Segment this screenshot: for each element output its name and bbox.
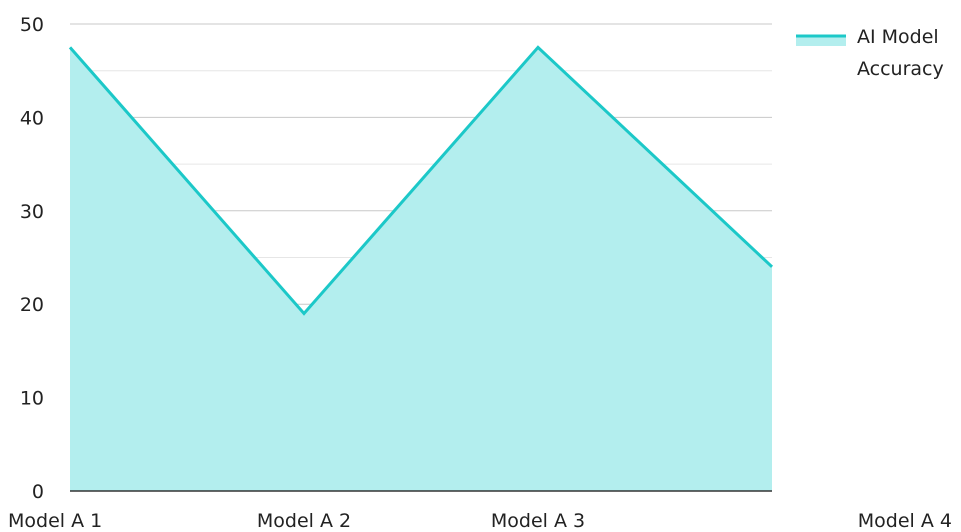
x-tick-label: Model A 1	[8, 510, 102, 532]
legend-swatch-fill	[796, 36, 846, 46]
y-tick-label: 20	[20, 294, 44, 316]
x-tick-label: Model A 4	[858, 510, 952, 532]
legend-label-line-1: AI Model	[857, 26, 939, 48]
series-line	[68, 45, 774, 316]
y-tick-label: 50	[20, 14, 44, 36]
y-tick-label: 30	[20, 201, 44, 223]
x-axis-tick-labels: Model A 1 Model A 2 Model A 3 Model A 4	[8, 510, 952, 532]
y-axis-tick-labels: 0 10 20 30 40 50	[20, 14, 44, 503]
x-tick-label: Model A 3	[491, 510, 585, 532]
legend: AI Model Accuracy	[796, 26, 944, 80]
y-tick-label: 40	[20, 107, 44, 129]
legend-label-line-2: Accuracy	[857, 58, 944, 80]
y-tick-label: 10	[20, 388, 44, 410]
y-tick-label: 0	[32, 481, 44, 503]
x-tick-label: Model A 2	[257, 510, 351, 532]
series-area-fill	[70, 47, 772, 491]
